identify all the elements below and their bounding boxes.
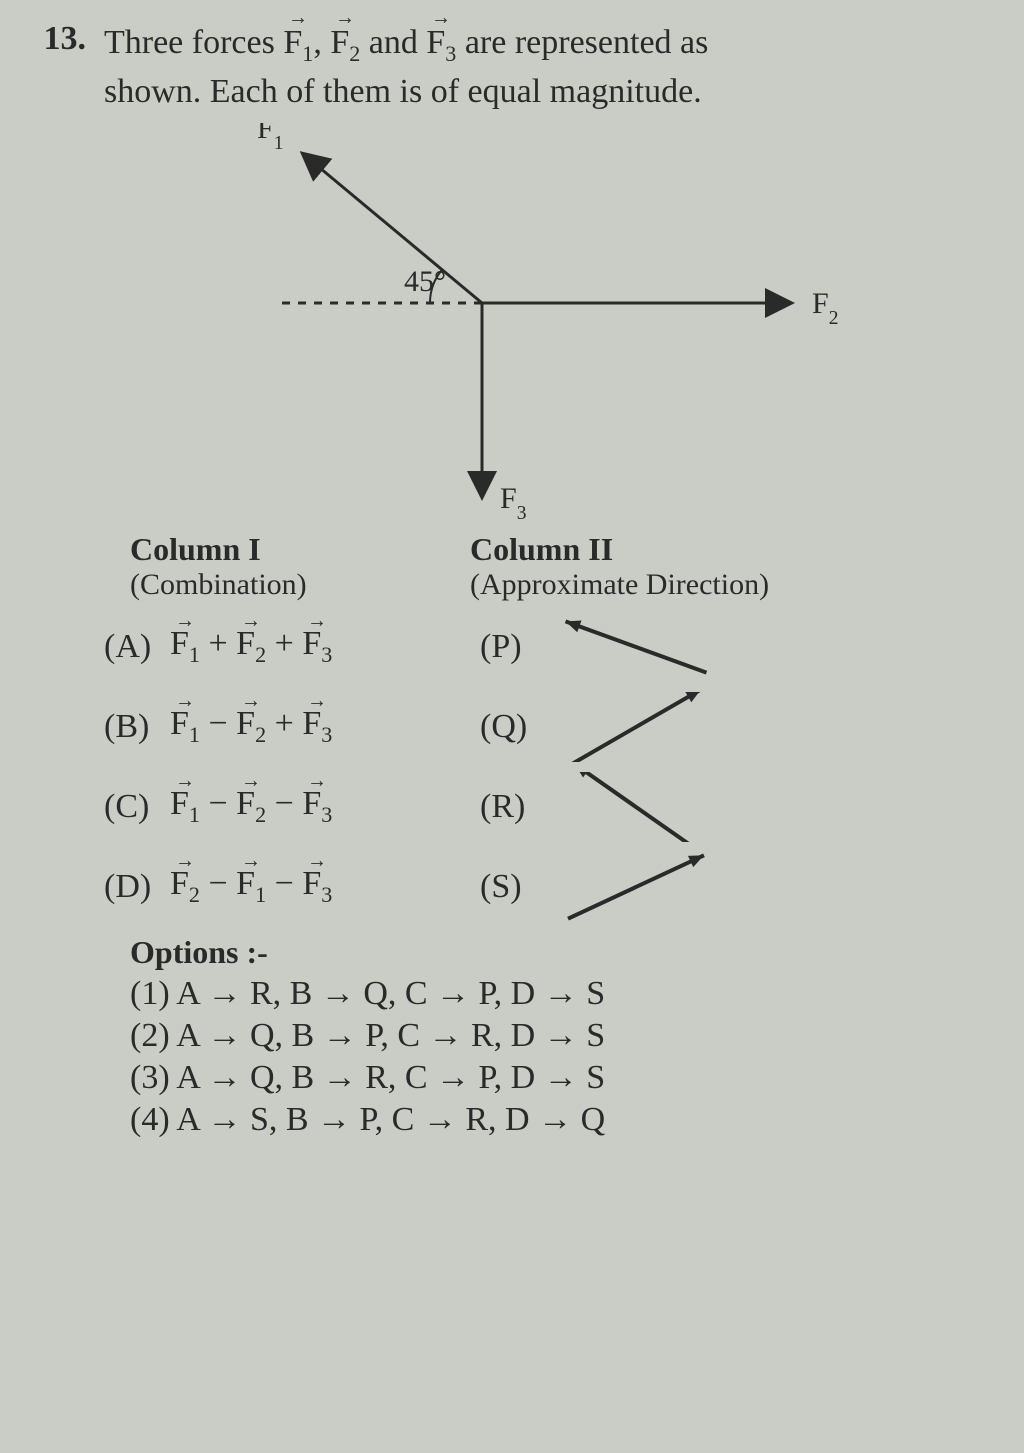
vec-f1: F1 [283,20,313,69]
option-row: (1) A → R, B → Q, C → P, D → S [130,975,994,1013]
option-row: (2) A → Q, B → P, C → R, D → S [130,1017,994,1055]
vec-f2: F2 [236,625,266,668]
vec-f3: F3 [302,865,332,908]
comma1: , [313,24,330,61]
row-expr: F1 + F2 + F3 [170,625,470,668]
options-list: (1) A → R, B → Q, C → P, D → S(2) A → Q,… [30,975,994,1139]
svg-text:F2: F2 [812,287,838,329]
question-number: 13. [30,20,86,58]
option-number: (2) [130,1017,176,1054]
row-label: (C) [104,788,160,826]
vec-f3: F3 [426,20,456,69]
columns-header: Column I Column II [130,531,994,568]
q-text-2: shown. Each of them is of equal magnitud… [104,73,702,110]
vec-f3-sub: 3 [445,41,456,66]
option-text: A → Q, B → R, C → P, D → S [176,1059,605,1096]
op: − [200,865,236,902]
op: − [200,785,236,822]
match-row: (D) F2 − F1 − F3 (S) [104,852,994,922]
direction-arrow-icon [546,692,726,762]
option-text: A → Q, B → P, C → R, D → S [176,1017,605,1054]
row-label: (B) [104,708,160,746]
row-expr: F1 − F2 + F3 [170,705,470,748]
row-label: (A) [104,628,160,666]
match-row: (B) F1 − F2 + F3 (Q) [104,692,994,762]
option-text: A → S, B → P, C → R, D → Q [176,1101,605,1138]
col1-sub: (Combination) [130,568,430,602]
vec-f2-sym: F [330,24,349,61]
direction-arrow-icon [546,612,726,682]
options-title: Options :- [130,934,994,971]
direction-arrow-icon [546,852,726,922]
op: + [266,625,302,662]
page: 13. Three forces F1, F2 and F3 are repre… [0,0,1024,1159]
q-text-1-end: are represented as [465,24,709,61]
svg-text:F1: F1 [257,123,283,154]
vec-f3-sym: F [426,24,445,61]
direction-arrow-icon [546,772,726,842]
force-diagram: 45° F1 F2 F3 [162,123,862,523]
row-label: (D) [104,868,160,906]
vec-f2-sub: 2 [349,41,360,66]
row-expr: F2 − F1 − F3 [170,865,470,908]
option-row: (4) A → S, B → P, C → R, D → Q [130,1101,994,1139]
vec-f1-sym: F [283,24,302,61]
option-row: (3) A → Q, B → R, C → P, D → S [130,1059,994,1097]
vec-f2: F2 [330,20,360,69]
vec-f2: F2 [170,865,200,908]
vec-f3: F3 [302,625,332,668]
vec-f2: F2 [236,705,266,748]
op: − [266,785,302,822]
columns-subheader: (Combination) (Approximate Direction) [130,568,994,602]
q-text-1: Three forces [104,24,283,61]
option-number: (4) [130,1101,176,1138]
and: and [369,24,427,61]
col2-sub: (Approximate Direction) [470,568,769,602]
option-text: A → R, B → Q, C → P, D → S [176,975,605,1012]
svg-text:45°: 45° [404,265,446,298]
op: − [266,865,302,902]
vec-f3: F3 [302,705,332,748]
col1-title: Column I [130,531,410,568]
vec-f1: F1 [170,785,200,828]
match-rows: (A) F1 + F2 + F3 (P) (B) F1 − F2 + F3 (Q) (C) F… [30,612,994,922]
vec-f1: F1 [236,865,266,908]
vec-f1: F1 [170,705,200,748]
row-plabel: (P) [480,628,536,666]
option-number: (1) [130,975,176,1012]
row-plabel: (R) [480,788,536,826]
row-plabel: (Q) [480,708,536,746]
question-body: Three forces F1, F2 and F3 are represent… [104,20,994,115]
force-diagram-wrap: 45° F1 F2 F3 [30,123,994,523]
op: + [266,705,302,742]
vec-f2: F2 [236,785,266,828]
op: + [200,625,236,662]
row-plabel: (S) [480,868,536,906]
question-row: 13. Three forces F1, F2 and F3 are repre… [30,20,994,115]
option-number: (3) [130,1059,176,1096]
row-expr: F1 − F2 − F3 [170,785,470,828]
vec-f3: F3 [302,785,332,828]
op: − [200,705,236,742]
vec-f1: F1 [170,625,200,668]
match-row: (A) F1 + F2 + F3 (P) [104,612,994,682]
vec-f1-sub: 1 [302,41,313,66]
svg-text:F3: F3 [500,482,526,523]
match-row: (C) F1 − F2 − F3 (R) [104,772,994,842]
col2-title: Column II [470,531,613,568]
